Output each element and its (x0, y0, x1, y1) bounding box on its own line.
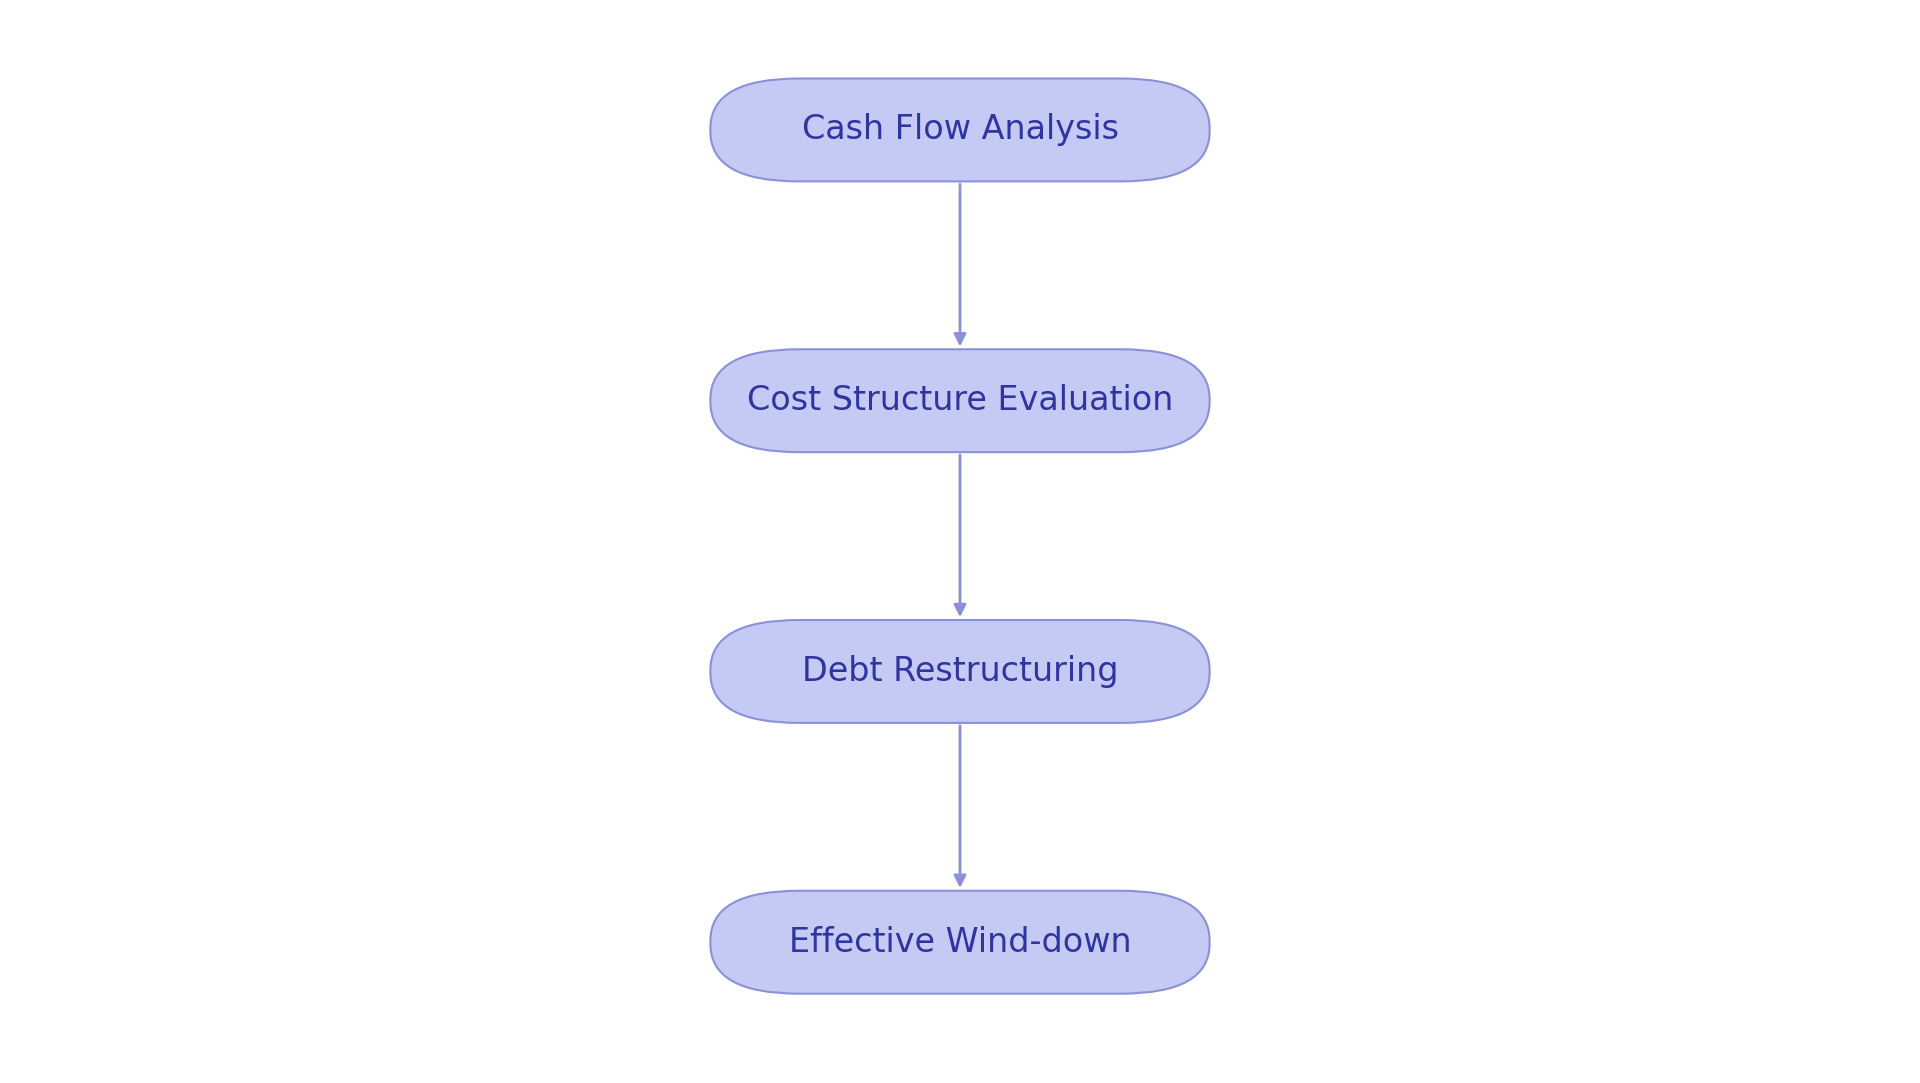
FancyBboxPatch shape (710, 79, 1210, 182)
Text: Debt Restructuring: Debt Restructuring (803, 655, 1117, 688)
Text: Cost Structure Evaluation: Cost Structure Evaluation (747, 384, 1173, 417)
FancyBboxPatch shape (710, 349, 1210, 453)
FancyBboxPatch shape (710, 890, 1210, 994)
Text: Cash Flow Analysis: Cash Flow Analysis (801, 114, 1119, 146)
Text: Effective Wind-down: Effective Wind-down (789, 926, 1131, 958)
FancyBboxPatch shape (710, 619, 1210, 723)
